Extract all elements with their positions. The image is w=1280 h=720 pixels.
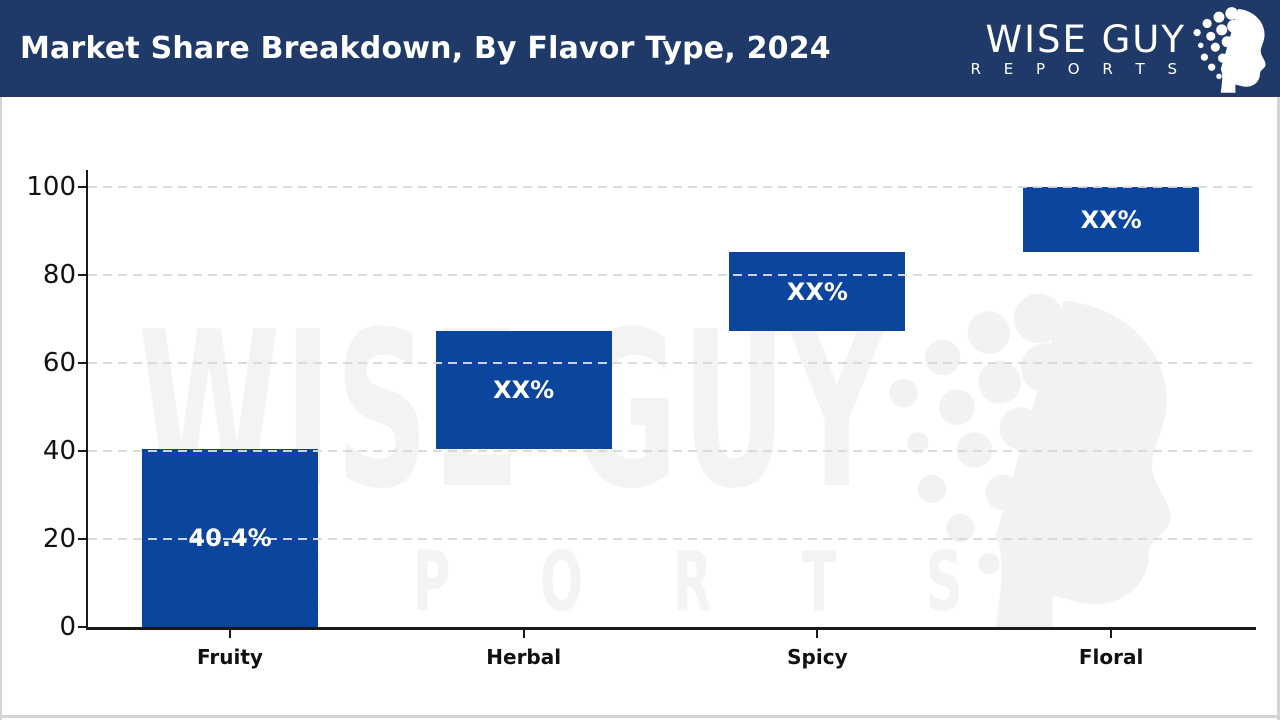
brand-name: WISE GUY <box>985 17 1186 61</box>
brand-logo-text: WISE GUY R E P O R T S <box>957 21 1186 77</box>
gridline-40 <box>88 450 1252 452</box>
page-border-right <box>1277 97 1280 720</box>
y-tick <box>78 362 86 364</box>
gridline-80 <box>88 274 1252 276</box>
bar-value-label: XX% <box>1080 205 1142 234</box>
bar-value-label: 40.4% <box>188 524 272 553</box>
y-tick <box>78 274 86 276</box>
x-category-label: Floral <box>1078 645 1144 669</box>
waterfall-chart: 0 20 40 60 80 100 40.4% Fruity XX% Herbal XX% Spicy… <box>0 97 1280 720</box>
bar-value-label: XX% <box>786 277 848 306</box>
y-tick-label: 0 <box>59 612 76 642</box>
page-border-bottom <box>0 715 1280 718</box>
bar-herbal <box>435 330 612 450</box>
bar-value-label: XX% <box>493 376 555 405</box>
x-category-label: Spicy <box>787 645 848 669</box>
y-tick <box>78 538 86 540</box>
x-tick <box>522 630 525 638</box>
y-tick-label: 80 <box>42 260 76 290</box>
y-tick <box>78 186 86 188</box>
brand-logo: WISE GUY R E P O R T S <box>957 5 1270 93</box>
gridline-20 <box>88 538 1252 540</box>
x-tick <box>816 630 819 638</box>
y-axis-line <box>86 170 88 629</box>
y-tick-label: 60 <box>42 348 76 378</box>
y-tick <box>78 626 86 628</box>
page-title: Market Share Breakdown, By Flavor Type, … <box>20 31 831 66</box>
gridline-100 <box>88 186 1252 188</box>
bar-spicy <box>729 252 906 331</box>
x-axis-line <box>86 627 1256 630</box>
y-tick-label: 100 <box>26 172 76 202</box>
x-tick <box>229 630 231 638</box>
gridline-60 <box>88 362 1252 364</box>
y-tick <box>78 450 86 452</box>
brand-subname: R E P O R T S <box>970 59 1186 78</box>
header-bar: Market Share Breakdown, By Flavor Type, … <box>0 0 1280 97</box>
y-tick-label: 40 <box>42 436 76 466</box>
dotted-head-icon <box>1193 6 1266 93</box>
x-category-label: Fruity <box>197 645 263 669</box>
page-border-left <box>0 97 2 720</box>
bar-floral <box>1023 187 1200 253</box>
watermark-head-icon <box>889 293 1171 628</box>
x-category-label: Herbal <box>486 645 562 669</box>
x-tick <box>1110 630 1113 638</box>
y-tick-label: 20 <box>42 524 76 554</box>
